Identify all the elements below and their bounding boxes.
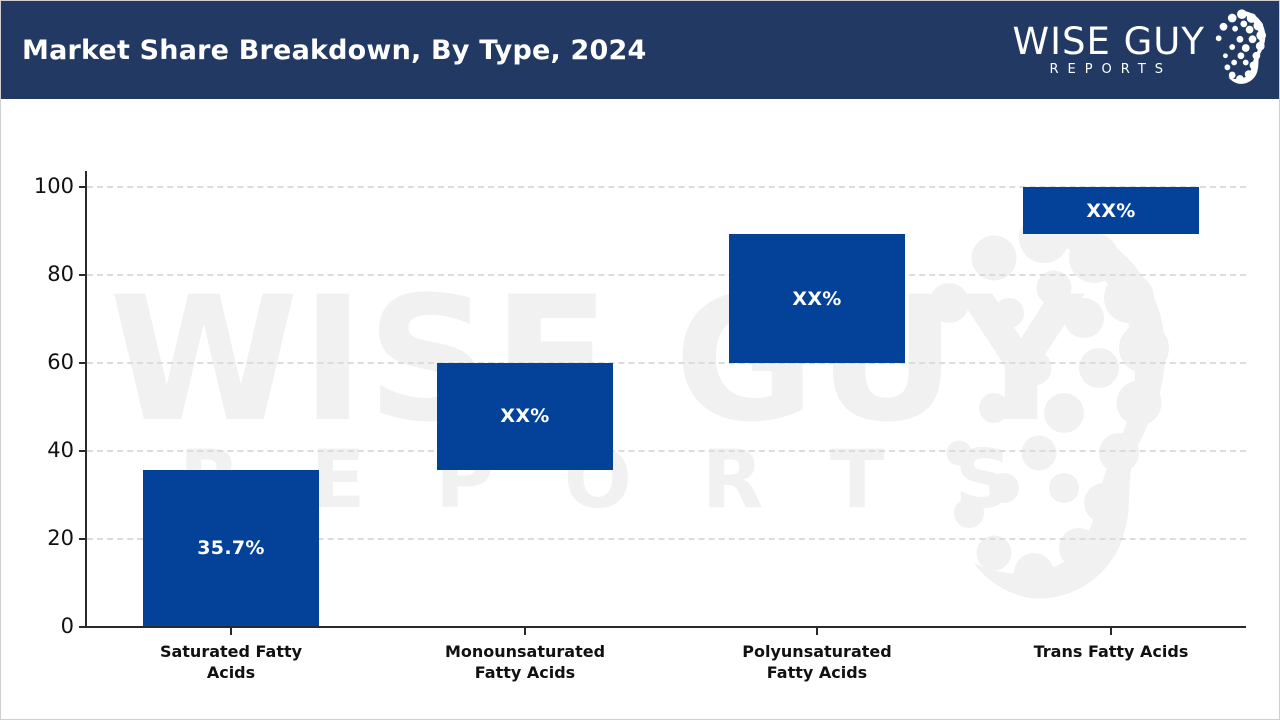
grid-line — [87, 362, 1246, 364]
bar-value-label: XX% — [500, 405, 550, 428]
bar-value-label: XX% — [792, 287, 842, 310]
bar-segment: XX% — [1023, 187, 1199, 235]
y-tick-label: 0 — [60, 614, 74, 638]
x-tick — [1110, 628, 1112, 635]
grid-line — [87, 538, 1246, 540]
logo-wordmark: WISE GUY — [1012, 20, 1205, 63]
bar-value-label: 35.7% — [197, 537, 265, 560]
header-banner: Market Share Breakdown, By Type, 2024 WI… — [1, 1, 1279, 99]
x-tick — [230, 628, 232, 635]
logo-subtitle: REPORTS — [1049, 62, 1173, 77]
bar-segment: XX% — [729, 234, 905, 363]
grid-line — [87, 274, 1246, 276]
x-tick — [524, 628, 526, 635]
grid-line — [87, 186, 1246, 188]
y-tick-label: 100 — [33, 174, 74, 198]
x-category-label: Trans Fatty Acids — [1033, 642, 1189, 661]
bar-segment: XX% — [437, 363, 613, 470]
x-tick — [816, 628, 818, 635]
page-title: Market Share Breakdown, By Type, 2024 — [22, 34, 647, 66]
grid-line — [87, 450, 1246, 452]
y-tick — [79, 538, 86, 540]
x-axis — [85, 626, 1246, 628]
logo-text: WISE GUY REPORTS — [1013, 23, 1205, 77]
y-tick — [79, 186, 86, 188]
watermark-dotted-head-icon — [869, 213, 1179, 617]
y-tick-label: 80 — [47, 262, 74, 286]
y-tick — [79, 450, 86, 452]
x-category-label: Monounsaturated Fatty Acids — [444, 642, 606, 682]
dotted-head-icon — [1209, 9, 1267, 91]
y-axis — [85, 171, 87, 627]
wise-guy-logo: WISE GUY REPORTS — [1013, 9, 1267, 91]
y-tick-label: 20 — [47, 526, 74, 550]
y-tick-label: 40 — [47, 438, 74, 462]
x-category-label: Polyunsaturated Fatty Acids — [742, 642, 892, 682]
y-tick-label: 60 — [47, 350, 74, 374]
x-category-label: Saturated Fatty Acids — [159, 642, 303, 682]
y-tick — [79, 362, 86, 364]
bar-value-label: XX% — [1086, 199, 1136, 222]
bar-segment: 35.7% — [143, 469, 319, 627]
y-tick — [79, 626, 86, 628]
y-tick — [79, 274, 86, 276]
